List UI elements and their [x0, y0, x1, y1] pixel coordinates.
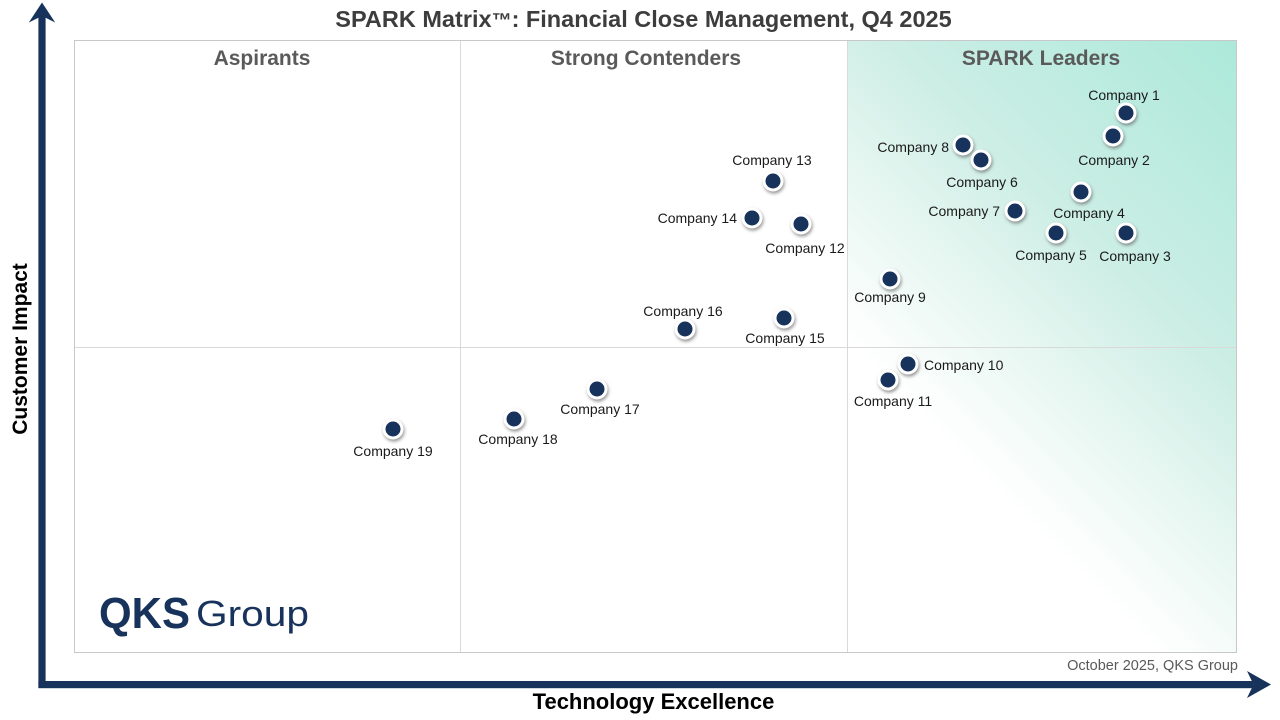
svg-text:QKS: QKS: [100, 590, 190, 638]
svg-text:Group: Group: [196, 593, 309, 634]
